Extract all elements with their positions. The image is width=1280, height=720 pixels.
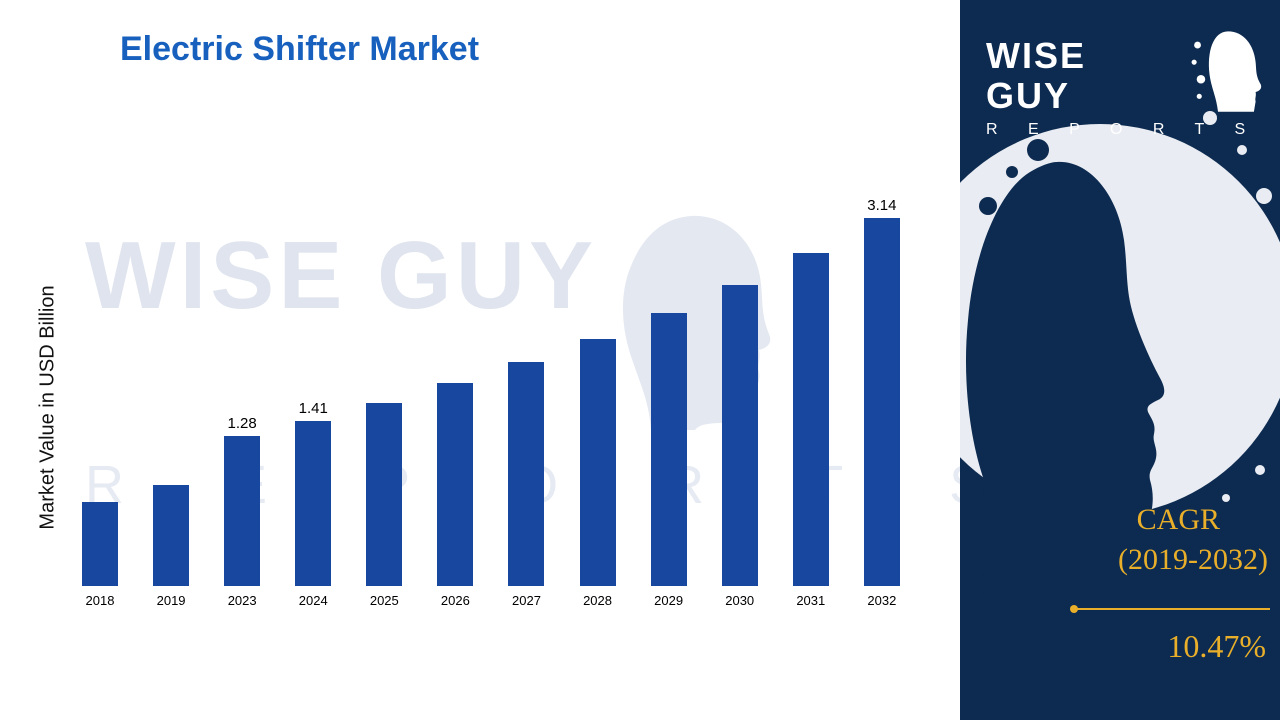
bar-value-label: 1.28: [227, 415, 257, 432]
logo: WISE GUY R E P O R T S: [986, 26, 1266, 139]
cagr-block: CAGR (2019-2032): [968, 502, 1268, 578]
bar-group: 2027: [506, 362, 546, 608]
bar-group: 2026: [435, 383, 475, 608]
x-tick-label: 2032: [867, 593, 897, 608]
watermark-text-1: WISE GUY: [85, 222, 598, 329]
bar-chart: 2018 2019 1.28 2023 1.41 2024 2025 2026 2027 2028…: [80, 197, 902, 608]
bar: [437, 383, 474, 586]
y-axis-label: Market Value in USD Billion: [36, 285, 59, 530]
bar: [508, 362, 545, 586]
x-tick-label: 2019: [156, 593, 186, 608]
bar-group: 2031: [791, 253, 831, 608]
bar: [792, 253, 829, 586]
bar-group: 1.28 2023: [222, 415, 262, 608]
bar-group: 2030: [720, 285, 760, 608]
divider-dot-icon: [1070, 605, 1078, 613]
x-tick-label: 2025: [369, 593, 399, 608]
x-tick-label: 2027: [512, 593, 541, 608]
bar: [153, 485, 190, 586]
x-tick-label: 2031: [796, 593, 826, 608]
bar-group: 2019: [151, 485, 191, 608]
bar-group: 2028: [578, 339, 618, 608]
bar: [863, 218, 900, 586]
x-tick-label: 2024: [298, 593, 328, 608]
cagr-label: CAGR: [1136, 503, 1220, 536]
bar-group: 2018: [80, 502, 120, 608]
bar: [721, 285, 758, 586]
bar-group: 2025: [364, 403, 404, 608]
chart-title: Electric Shifter Market: [120, 30, 480, 68]
bar: [295, 421, 332, 586]
x-tick-label: 2023: [227, 593, 257, 608]
bar-group: 1.41 2024: [293, 400, 333, 608]
bar-value-label: 3.14: [867, 197, 897, 214]
logo-wordmark: WISE GUY: [986, 35, 1087, 116]
x-tick-label: 2028: [583, 593, 612, 608]
bar: [650, 313, 687, 586]
bar: [224, 436, 261, 586]
cagr-range: (2019-2032): [1118, 543, 1268, 576]
x-tick-label: 2029: [654, 593, 684, 608]
bar: [82, 502, 118, 586]
bar-value-label: 1.41: [298, 400, 328, 417]
x-tick-label: 2030: [725, 593, 755, 608]
x-tick-label: 2018: [85, 593, 115, 608]
bar: [579, 339, 616, 586]
logo-head-icon: [1191, 31, 1262, 112]
head-silhouette-graphic: [960, 111, 1280, 720]
brand-panel: WISE GUY R E P O R T S CAGR (2019-2032) …: [960, 0, 1280, 720]
bar-group: 3.14 2032: [862, 197, 902, 608]
logo-subtext: R E P O R T S: [986, 121, 1259, 139]
cagr-value: 10.47%: [1167, 628, 1266, 664]
bar-group: 2029: [649, 313, 689, 608]
bar: [366, 403, 403, 586]
cagr-divider-line: [1070, 605, 1270, 613]
x-tick-label: 2026: [440, 593, 470, 608]
